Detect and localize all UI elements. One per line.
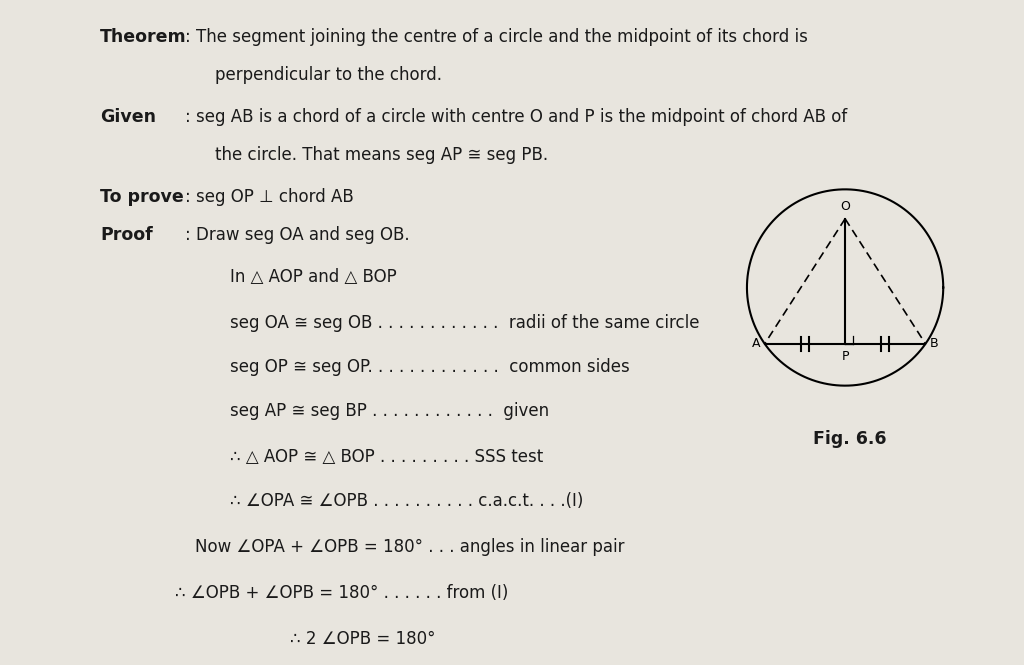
- Text: A: A: [752, 337, 760, 350]
- Text: the circle. That means seg AP ≅ seg PB.: the circle. That means seg AP ≅ seg PB.: [215, 146, 548, 164]
- Text: ∴ △ AOP ≅ △ BOP . . . . . . . . . SSS test: ∴ △ AOP ≅ △ BOP . . . . . . . . . SSS te…: [230, 448, 544, 466]
- Text: ∴ ∠OPA ≅ ∠OPB . . . . . . . . . . c.a.c.t. . . .(I): ∴ ∠OPA ≅ ∠OPB . . . . . . . . . . c.a.c.…: [230, 492, 584, 510]
- Text: perpendicular to the chord.: perpendicular to the chord.: [215, 66, 442, 84]
- Text: To prove: To prove: [100, 188, 183, 206]
- Text: Now ∠OPA + ∠OPB = 180° . . . angles in linear pair: Now ∠OPA + ∠OPB = 180° . . . angles in l…: [195, 538, 625, 556]
- Text: seg AP ≅ seg BP . . . . . . . . . . . .  given: seg AP ≅ seg BP . . . . . . . . . . . . …: [230, 402, 549, 420]
- Text: seg OA ≅ seg OB . . . . . . . . . . . .  radii of the same circle: seg OA ≅ seg OB . . . . . . . . . . . . …: [230, 314, 699, 332]
- Text: ∴ 2 ∠OPB = 180°: ∴ 2 ∠OPB = 180°: [290, 630, 435, 648]
- Text: : seg OP ⊥ chord AB: : seg OP ⊥ chord AB: [185, 188, 353, 206]
- Text: Proof: Proof: [100, 226, 153, 244]
- Text: In △ AOP and △ BOP: In △ AOP and △ BOP: [230, 268, 396, 286]
- Text: seg OP ≅ seg OP. . . . . . . . . . . . .  common sides: seg OP ≅ seg OP. . . . . . . . . . . . .…: [230, 358, 630, 376]
- Text: B: B: [930, 337, 939, 350]
- Text: Fig. 6.6: Fig. 6.6: [813, 430, 887, 448]
- Text: Theorem: Theorem: [100, 28, 186, 46]
- Text: O: O: [840, 200, 850, 213]
- Text: : seg AB is a chord of a circle with centre O and P is the midpoint of chord AB : : seg AB is a chord of a circle with cen…: [185, 108, 847, 126]
- Text: Given: Given: [100, 108, 156, 126]
- Text: : The segment joining the centre of a circle and the midpoint of its chord is: : The segment joining the centre of a ci…: [185, 28, 808, 46]
- Text: P: P: [842, 350, 849, 362]
- Text: : Draw seg OA and seg OB.: : Draw seg OA and seg OB.: [185, 226, 410, 244]
- Text: ∴ ∠OPB + ∠OPB = 180° . . . . . . from (I): ∴ ∠OPB + ∠OPB = 180° . . . . . . from (I…: [175, 584, 508, 602]
